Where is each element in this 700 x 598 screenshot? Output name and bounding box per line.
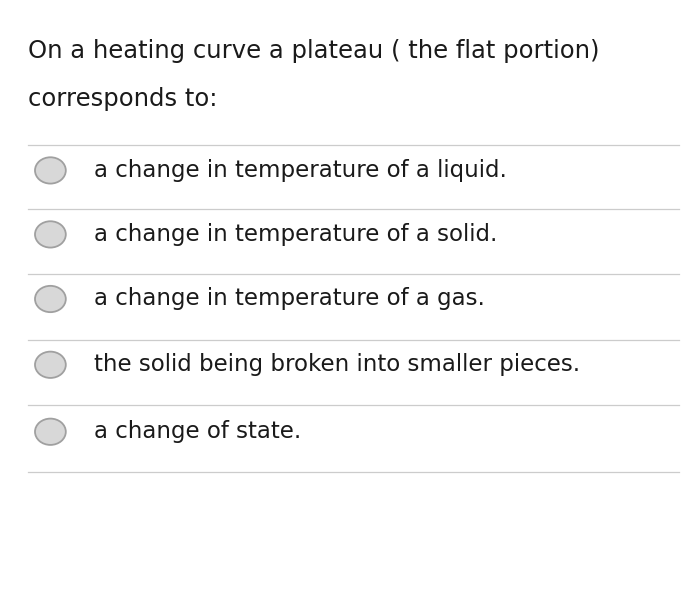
- Text: a change in temperature of a gas.: a change in temperature of a gas.: [94, 288, 485, 310]
- Circle shape: [35, 286, 66, 312]
- Text: the solid being broken into smaller pieces.: the solid being broken into smaller piec…: [94, 353, 580, 376]
- Circle shape: [35, 419, 66, 445]
- Circle shape: [35, 352, 66, 378]
- Text: corresponds to:: corresponds to:: [28, 87, 218, 111]
- Circle shape: [35, 157, 66, 184]
- Text: a change in temperature of a solid.: a change in temperature of a solid.: [94, 223, 498, 246]
- Text: a change of state.: a change of state.: [94, 420, 302, 443]
- Text: On a heating curve a plateau ( the flat portion): On a heating curve a plateau ( the flat …: [28, 39, 599, 63]
- Circle shape: [35, 221, 66, 248]
- Text: a change in temperature of a liquid.: a change in temperature of a liquid.: [94, 159, 508, 182]
